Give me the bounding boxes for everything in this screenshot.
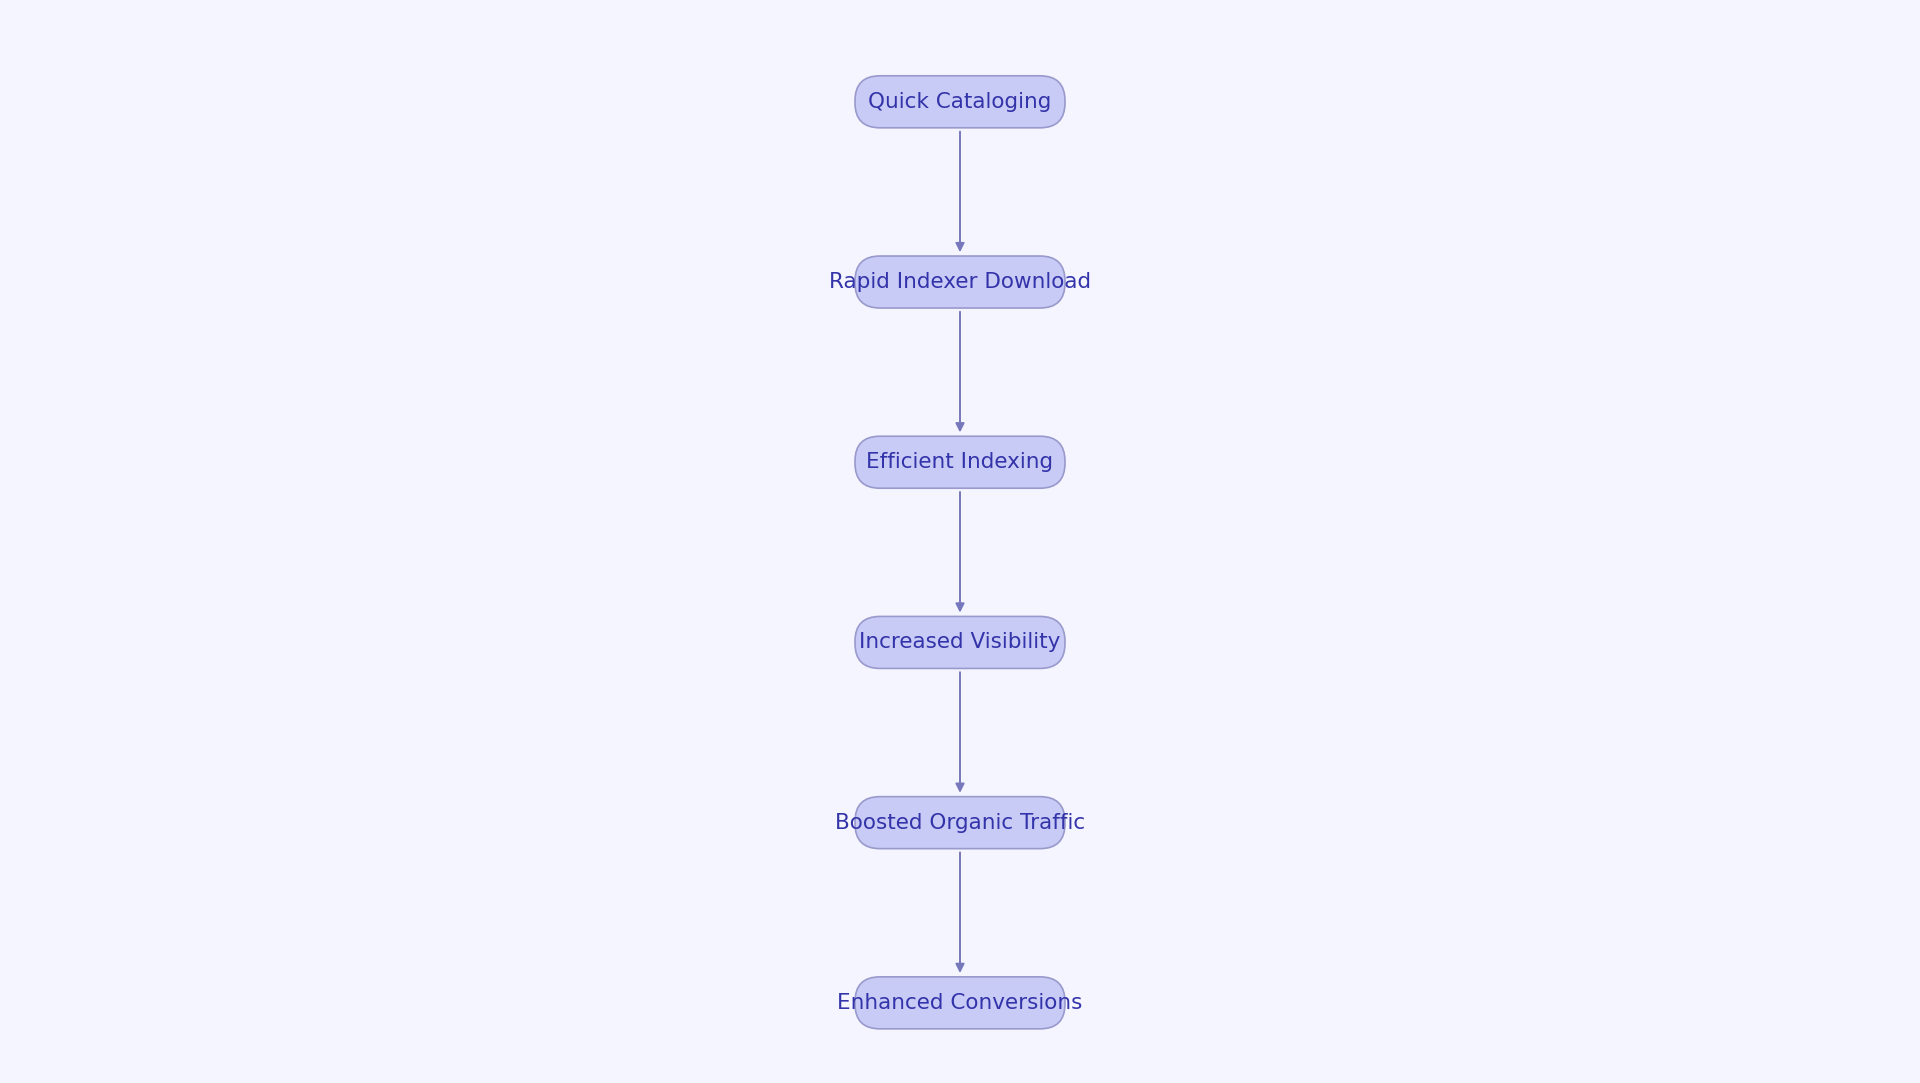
FancyBboxPatch shape <box>854 436 1066 488</box>
FancyBboxPatch shape <box>854 977 1066 1029</box>
Text: Boosted Organic Traffic: Boosted Organic Traffic <box>835 812 1085 833</box>
FancyBboxPatch shape <box>854 256 1066 308</box>
FancyBboxPatch shape <box>854 76 1066 128</box>
Text: Enhanced Conversions: Enhanced Conversions <box>837 993 1083 1013</box>
Text: Increased Visibility: Increased Visibility <box>860 632 1060 652</box>
Text: Rapid Indexer Download: Rapid Indexer Download <box>829 272 1091 292</box>
FancyBboxPatch shape <box>854 797 1066 849</box>
Text: Quick Cataloging: Quick Cataloging <box>868 92 1052 112</box>
Text: Efficient Indexing: Efficient Indexing <box>866 453 1054 472</box>
FancyBboxPatch shape <box>854 616 1066 668</box>
